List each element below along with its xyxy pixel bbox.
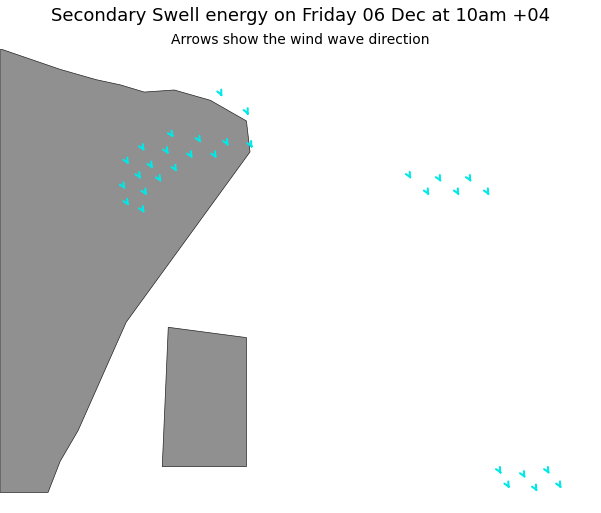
Polygon shape [0,49,250,492]
Text: Secondary Swell energy on Friday 06 Dec at 10am +04: Secondary Swell energy on Friday 06 Dec … [51,7,550,25]
Text: Arrows show the wind wave direction: Arrows show the wind wave direction [171,33,430,47]
Polygon shape [162,327,246,467]
